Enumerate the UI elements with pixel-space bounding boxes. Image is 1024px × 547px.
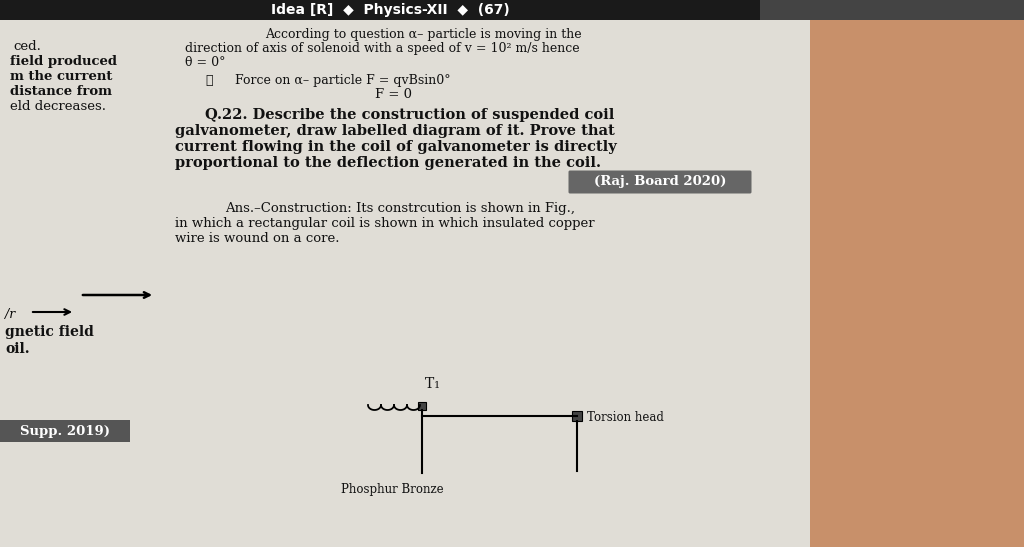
- Text: proportional to the deflection generated in the coil.: proportional to the deflection generated…: [175, 156, 601, 170]
- Text: F = 0: F = 0: [375, 88, 412, 101]
- Text: According to question α– particle is moving in the: According to question α– particle is mov…: [265, 28, 582, 41]
- FancyBboxPatch shape: [810, 18, 1024, 547]
- Text: gnetic field: gnetic field: [5, 325, 94, 339]
- FancyBboxPatch shape: [0, 18, 810, 547]
- Text: wire is wound on a core.: wire is wound on a core.: [175, 232, 340, 245]
- Text: /r: /r: [5, 308, 15, 321]
- Text: oil.: oil.: [5, 342, 30, 356]
- Text: Force on α– particle F = qvBsin0°: Force on α– particle F = qvBsin0°: [234, 74, 451, 87]
- Text: current flowing in the coil of galvanometer is directly: current flowing in the coil of galvanome…: [175, 140, 616, 154]
- Bar: [418, 402, 426, 410]
- Text: Idea [R]  ◆  Physics-XII  ◆  (67): Idea [R] ◆ Physics-XII ◆ (67): [270, 3, 509, 17]
- Text: T: T: [425, 377, 434, 391]
- Text: Ans.–Construction: Its constrcution is shown in Fig.,: Ans.–Construction: Its constrcution is s…: [225, 202, 575, 215]
- Text: 1: 1: [434, 381, 440, 390]
- Text: in which a rectangular coil is shown in which insulated copper: in which a rectangular coil is shown in …: [175, 217, 595, 230]
- FancyBboxPatch shape: [760, 0, 1024, 20]
- Text: ced.: ced.: [13, 40, 41, 53]
- Text: Q.22. Describe the construction of suspended coil: Q.22. Describe the construction of suspe…: [205, 108, 614, 122]
- FancyBboxPatch shape: [0, 420, 130, 442]
- Text: m the current: m the current: [10, 70, 113, 83]
- Text: Torsion head: Torsion head: [587, 411, 664, 424]
- Text: θ = 0°: θ = 0°: [185, 56, 225, 69]
- Text: (Raj. Board 2020): (Raj. Board 2020): [594, 176, 726, 189]
- FancyBboxPatch shape: [568, 171, 752, 194]
- Text: galvanometer, draw labelled diagram of it. Prove that: galvanometer, draw labelled diagram of i…: [175, 124, 614, 138]
- Text: ∴: ∴: [205, 74, 213, 87]
- Text: direction of axis of solenoid with a speed of v = 10² m/s hence: direction of axis of solenoid with a spe…: [185, 42, 580, 55]
- Bar: [572, 411, 582, 421]
- Text: field produced: field produced: [10, 55, 117, 68]
- Text: Supp. 2019): Supp. 2019): [20, 424, 110, 438]
- Text: Phosphur Bronze: Phosphur Bronze: [341, 483, 443, 496]
- Text: eld decreases.: eld decreases.: [10, 100, 106, 113]
- FancyBboxPatch shape: [0, 0, 1024, 20]
- Text: distance from: distance from: [10, 85, 112, 98]
